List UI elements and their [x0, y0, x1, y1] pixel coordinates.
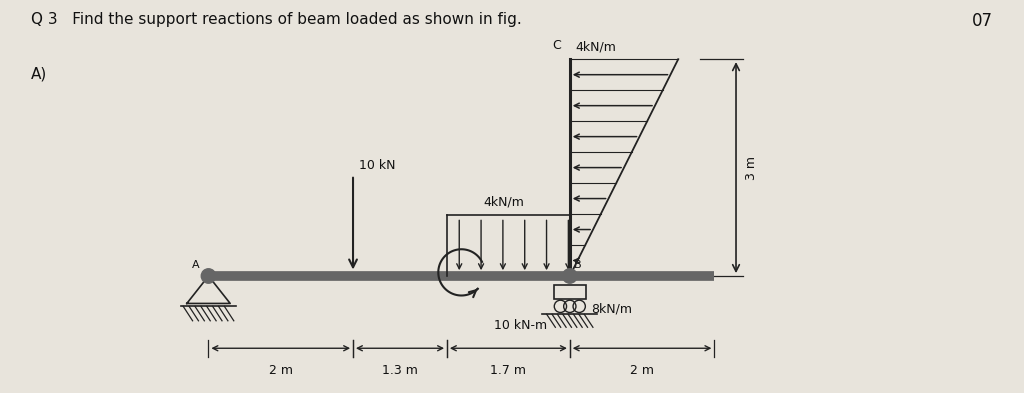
Text: 07: 07: [972, 12, 993, 30]
Text: A: A: [193, 260, 200, 270]
Text: 1.7 m: 1.7 m: [490, 364, 526, 377]
Text: Q 3   Find the support reactions of beam loaded as shown in fig.: Q 3 Find the support reactions of beam l…: [31, 12, 521, 27]
Text: 2 m: 2 m: [630, 364, 654, 377]
Text: B: B: [574, 260, 582, 270]
Text: 4kN/m: 4kN/m: [575, 40, 616, 53]
Text: 10 kN-m: 10 kN-m: [494, 320, 547, 332]
Text: A): A): [31, 67, 47, 82]
Text: 8kN/m: 8kN/m: [592, 302, 633, 315]
Circle shape: [202, 269, 216, 283]
Bar: [554, 285, 586, 299]
Text: 10 kN: 10 kN: [358, 159, 395, 172]
Circle shape: [562, 269, 578, 283]
Text: C: C: [552, 39, 561, 52]
Text: 3 m: 3 m: [744, 156, 758, 180]
Text: 1.3 m: 1.3 m: [382, 364, 418, 377]
Text: 4kN/m: 4kN/m: [483, 196, 524, 209]
Text: 2 m: 2 m: [268, 364, 293, 377]
